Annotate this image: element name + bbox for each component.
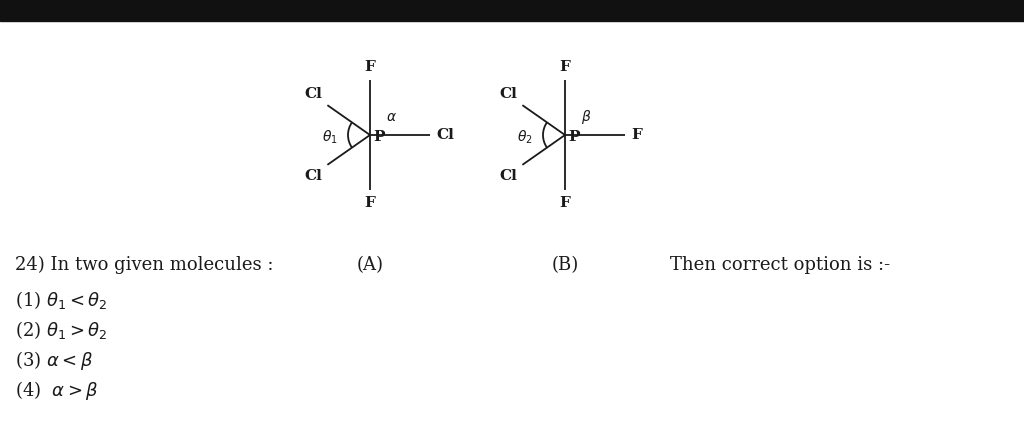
Text: Cl: Cl: [304, 87, 323, 101]
Text: (B): (B): [551, 256, 579, 274]
Text: (A): (A): [356, 256, 384, 274]
Text: P: P: [373, 130, 384, 144]
Text: $\mathit{α}$: $\mathit{α}$: [386, 110, 397, 124]
Text: Cl: Cl: [500, 169, 517, 183]
Text: (4)  $\alpha > \beta$: (4) $\alpha > \beta$: [15, 378, 99, 401]
Text: (2) $\theta_1 > \theta_2$: (2) $\theta_1 > \theta_2$: [15, 319, 108, 341]
Text: F: F: [365, 60, 376, 74]
Text: Then correct option is :-: Then correct option is :-: [670, 256, 890, 274]
Text: (1) $\theta_1 < \theta_2$: (1) $\theta_1 < \theta_2$: [15, 289, 108, 311]
Text: $\mathit{β}$: $\mathit{β}$: [581, 108, 592, 126]
Text: Cl: Cl: [436, 128, 454, 142]
Text: P: P: [568, 130, 580, 144]
Bar: [0, 0, 1024, 21]
Text: Cl: Cl: [304, 169, 323, 183]
Text: (3) $\alpha < \beta$: (3) $\alpha < \beta$: [15, 349, 93, 372]
Text: F: F: [559, 60, 570, 74]
Text: $\mathit{\theta_1}$: $\mathit{\theta_1}$: [323, 128, 338, 146]
Text: $\mathit{\theta_2}$: $\mathit{\theta_2}$: [517, 128, 534, 146]
Text: 24) In two given molecules :: 24) In two given molecules :: [15, 256, 273, 274]
Text: F: F: [365, 196, 376, 210]
Text: F: F: [631, 128, 642, 142]
Text: F: F: [559, 196, 570, 210]
Text: Cl: Cl: [500, 87, 517, 101]
